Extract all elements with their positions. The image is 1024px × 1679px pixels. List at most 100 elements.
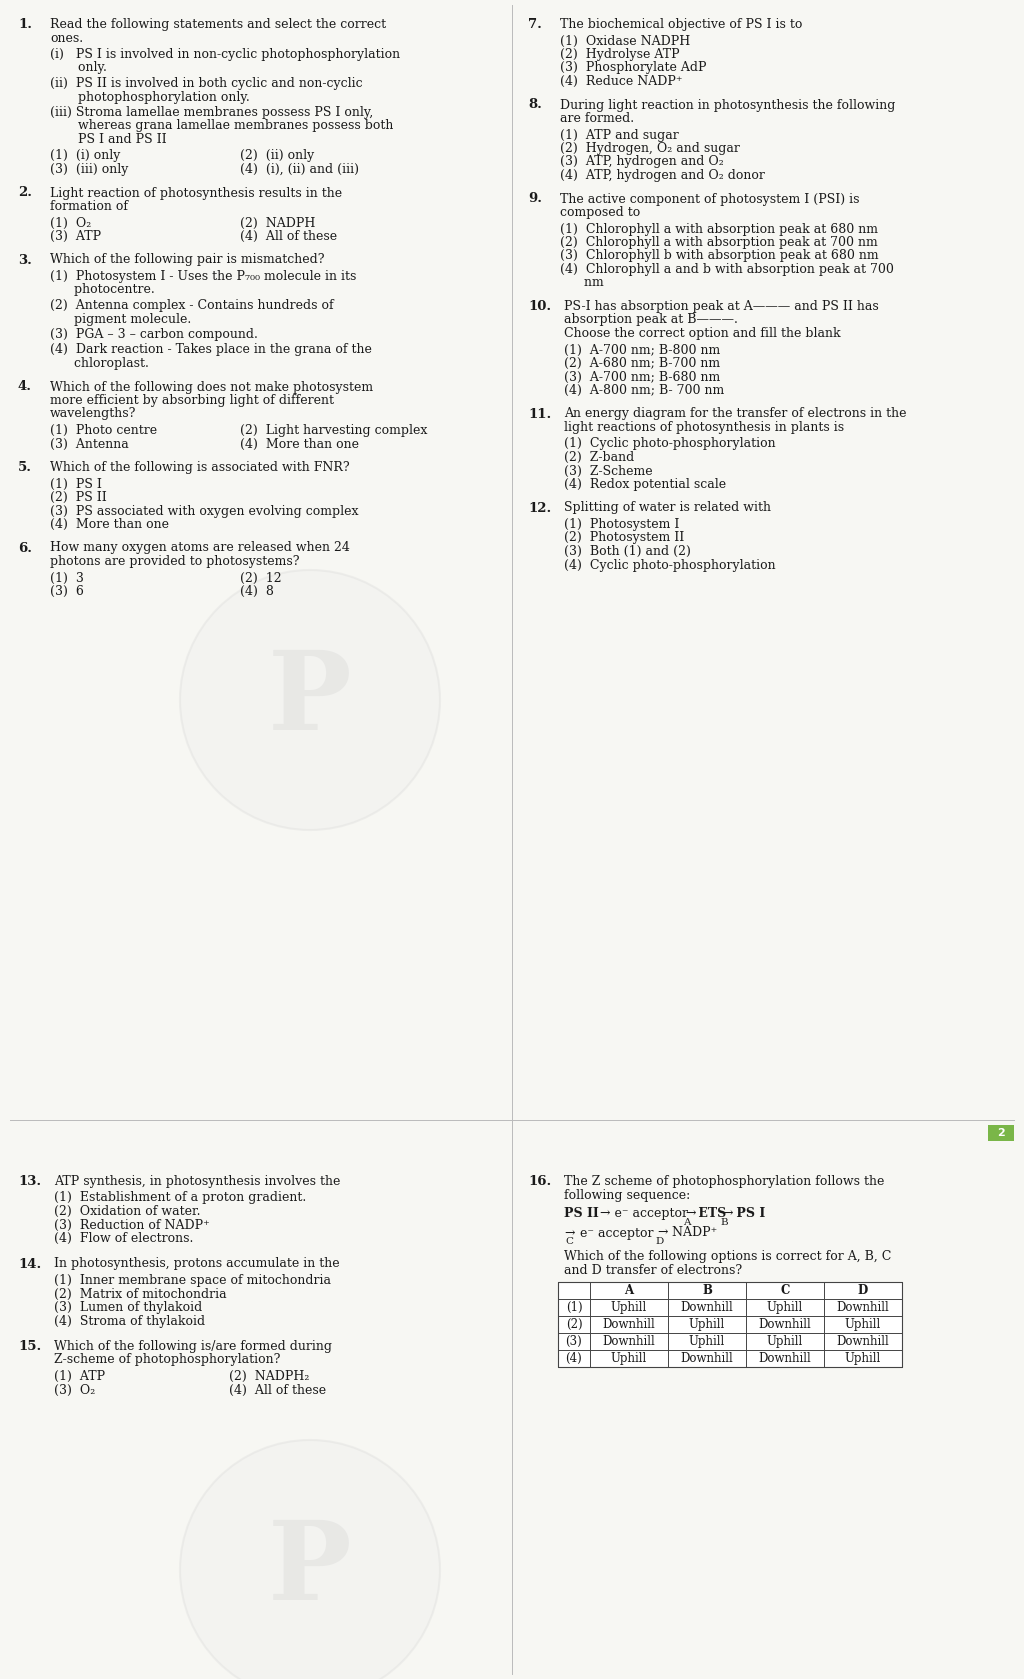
Text: 2.: 2.: [18, 186, 32, 200]
Text: more efficient by absorbing light of different: more efficient by absorbing light of dif…: [50, 395, 334, 406]
Text: Uphill: Uphill: [767, 1301, 803, 1315]
Text: D: D: [858, 1284, 868, 1296]
Text: A: A: [683, 1217, 690, 1227]
Text: Which of the following is/are formed during: Which of the following is/are formed dur…: [54, 1340, 332, 1353]
Text: (4)  All of these: (4) All of these: [240, 230, 337, 243]
Text: (4)  ATP, hydrogen and O₂ donor: (4) ATP, hydrogen and O₂ donor: [560, 170, 765, 181]
Bar: [988, 1125, 1014, 1142]
Text: B: B: [702, 1284, 712, 1296]
Text: The biochemical objective of PS I is to: The biochemical objective of PS I is to: [560, 18, 803, 30]
Text: are formed.: are formed.: [560, 112, 634, 124]
Text: P: P: [268, 1516, 352, 1624]
Text: 5.: 5.: [18, 462, 32, 473]
Text: (2)  NADPH: (2) NADPH: [240, 217, 315, 230]
Text: Z-scheme of photophosphorylation?: Z-scheme of photophosphorylation?: [54, 1353, 281, 1367]
Text: Downhill: Downhill: [603, 1318, 655, 1331]
Text: Choose the correct option and fill the blank: Choose the correct option and fill the b…: [564, 327, 841, 341]
Text: →: →: [564, 1226, 574, 1239]
Text: (4)  Flow of electrons.: (4) Flow of electrons.: [54, 1232, 194, 1246]
Text: only.: only.: [50, 62, 106, 74]
Text: chloroplast.: chloroplast.: [50, 358, 148, 369]
Text: →: →: [682, 1207, 696, 1221]
Text: (1)  O₂: (1) O₂: [50, 217, 91, 230]
Text: (3)  Antenna: (3) Antenna: [50, 438, 129, 450]
Text: (3)  Phosphorylate AdP: (3) Phosphorylate AdP: [560, 62, 707, 74]
Text: wavelengths?: wavelengths?: [50, 408, 136, 420]
Text: (1)  A-700 nm; B-800 nm: (1) A-700 nm; B-800 nm: [564, 344, 720, 356]
Text: 7.: 7.: [528, 18, 542, 30]
Text: (1)  3: (1) 3: [50, 571, 84, 584]
Text: PS II: PS II: [564, 1207, 599, 1221]
Text: (3)  PS associated with oxygen evolving complex: (3) PS associated with oxygen evolving c…: [50, 504, 358, 517]
Text: (3)  A-700 nm; B-680 nm: (3) A-700 nm; B-680 nm: [564, 371, 720, 383]
Text: (1)  ATP: (1) ATP: [54, 1370, 105, 1383]
Text: photocentre.: photocentre.: [50, 284, 155, 297]
Text: Downhill: Downhill: [759, 1352, 811, 1365]
Text: (1)  Inner membrane space of mitochondria: (1) Inner membrane space of mitochondria: [54, 1274, 331, 1288]
Text: 11.: 11.: [528, 408, 551, 420]
Text: Which of the following options is correct for A, B, C: Which of the following options is correc…: [564, 1249, 891, 1263]
Text: P: P: [268, 646, 352, 754]
Text: A: A: [625, 1284, 634, 1296]
Text: (2)  NADPH₂: (2) NADPH₂: [229, 1370, 309, 1383]
Text: (2)  12: (2) 12: [240, 571, 282, 584]
Circle shape: [180, 569, 440, 829]
Text: The active component of photosystem I (PSI) is: The active component of photosystem I (P…: [560, 193, 859, 205]
Text: (1)  PS I: (1) PS I: [50, 477, 101, 490]
Text: (4)  More than one: (4) More than one: [50, 519, 169, 531]
Text: (iii) Stroma lamellae membranes possess PS I only,: (iii) Stroma lamellae membranes possess …: [50, 106, 374, 119]
Text: ETS: ETS: [694, 1207, 726, 1221]
Text: (4)  More than one: (4) More than one: [240, 438, 359, 450]
Text: 10.: 10.: [528, 301, 551, 312]
Text: 8.: 8.: [528, 99, 542, 111]
Text: ATP synthesis, in photosynthesis involves the: ATP synthesis, in photosynthesis involve…: [54, 1175, 340, 1189]
Text: (3)  Chlorophyll b with absorption peak at 680 nm: (3) Chlorophyll b with absorption peak a…: [560, 250, 879, 262]
Text: Which of the following is associated with FNR?: Which of the following is associated wit…: [50, 462, 349, 473]
Text: (1): (1): [565, 1301, 583, 1315]
Text: (2)  Hydrogen, O₂ and sugar: (2) Hydrogen, O₂ and sugar: [560, 143, 740, 154]
Text: (i)   PS I is involved in non-cyclic photophosphorylation: (i) PS I is involved in non-cyclic photo…: [50, 49, 400, 60]
Text: Uphill: Uphill: [689, 1335, 725, 1348]
Text: (4)  Redox potential scale: (4) Redox potential scale: [564, 479, 726, 490]
Text: PS-I has absorption peak at A——— and PS II has: PS-I has absorption peak at A——— and PS …: [564, 301, 879, 312]
Text: (1)  ATP and sugar: (1) ATP and sugar: [560, 129, 679, 141]
Text: (3)  Lumen of thylakoid: (3) Lumen of thylakoid: [54, 1301, 203, 1315]
Text: (3)  PGA – 3 – carbon compound.: (3) PGA – 3 – carbon compound.: [50, 327, 258, 341]
Text: (1)  Oxidase NADPH: (1) Oxidase NADPH: [560, 35, 690, 47]
Text: Which of the following pair is mismatched?: Which of the following pair is mismatche…: [50, 254, 325, 267]
Text: (4)  Dark reaction - Takes place in the grana of the: (4) Dark reaction - Takes place in the g…: [50, 344, 372, 356]
Text: C: C: [565, 1237, 573, 1246]
Text: B: B: [720, 1217, 728, 1227]
Text: (2)  Oxidation of water.: (2) Oxidation of water.: [54, 1206, 201, 1217]
Text: C: C: [780, 1284, 790, 1296]
Text: (2)  A-680 nm; B-700 nm: (2) A-680 nm; B-700 nm: [564, 358, 720, 369]
Text: Downhill: Downhill: [681, 1301, 733, 1315]
Text: Uphill: Uphill: [767, 1335, 803, 1348]
Text: PS I: PS I: [732, 1207, 765, 1221]
Text: (4)  All of these: (4) All of these: [229, 1383, 326, 1397]
Text: D: D: [655, 1237, 664, 1246]
Text: (4)  Cyclic photo-phosphorylation: (4) Cyclic photo-phosphorylation: [564, 559, 775, 571]
Text: Downhill: Downhill: [837, 1335, 890, 1348]
Text: (4)  Chlorophyll a and b with absorption peak at 700: (4) Chlorophyll a and b with absorption …: [560, 264, 894, 275]
Text: Light reaction of photosynthesis results in the: Light reaction of photosynthesis results…: [50, 186, 342, 200]
Text: 13.: 13.: [18, 1175, 41, 1189]
Text: (4)  Stroma of thylakoid: (4) Stroma of thylakoid: [54, 1315, 205, 1328]
Text: (3)  6: (3) 6: [50, 584, 84, 598]
Text: ones.: ones.: [50, 32, 83, 45]
Text: Downhill: Downhill: [759, 1318, 811, 1331]
Text: (1)  (i) only: (1) (i) only: [50, 149, 121, 163]
Text: (3)  ATP: (3) ATP: [50, 230, 101, 243]
Text: 1.: 1.: [18, 18, 32, 30]
Text: (1)  Cyclic photo-phosphorylation: (1) Cyclic photo-phosphorylation: [564, 438, 775, 450]
Text: (4): (4): [565, 1352, 583, 1365]
Text: 4.: 4.: [18, 381, 32, 393]
Text: absorption peak at B———.: absorption peak at B———.: [564, 314, 738, 326]
Text: (1)  Chlorophyll a with absorption peak at 680 nm: (1) Chlorophyll a with absorption peak a…: [560, 223, 878, 235]
Text: and D transfer of electrons?: and D transfer of electrons?: [564, 1264, 742, 1276]
Text: (2)  Z-band: (2) Z-band: [564, 452, 634, 463]
Text: photophosphorylation only.: photophosphorylation only.: [50, 91, 250, 104]
Text: (1)  Photo centre: (1) Photo centre: [50, 425, 157, 437]
Text: Downhill: Downhill: [681, 1352, 733, 1365]
Text: → e⁻ acceptor: → e⁻ acceptor: [596, 1207, 688, 1221]
